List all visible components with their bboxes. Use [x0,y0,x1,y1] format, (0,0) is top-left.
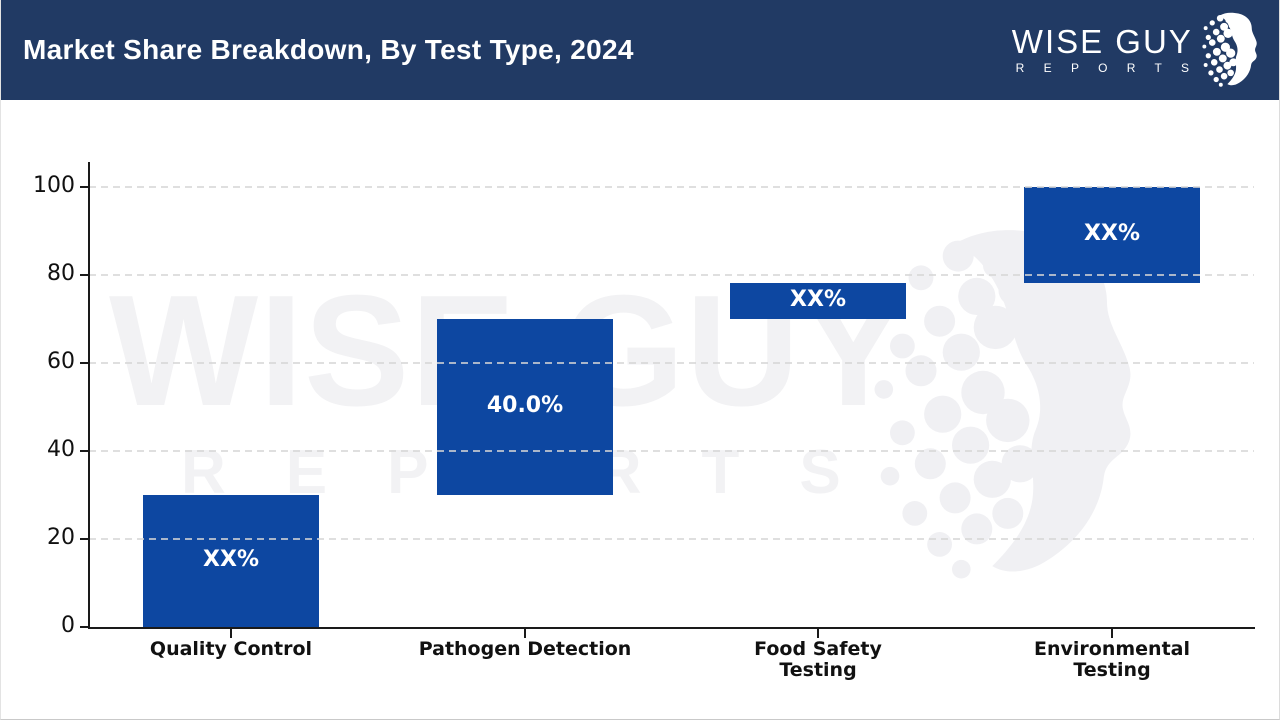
y-tick-label: 0 [61,613,75,638]
x-tick [230,629,232,638]
bar-value-label: XX% [203,546,259,572]
bar-value-label: XX% [790,287,846,313]
brand-tagline: R E P O R T S [1015,61,1197,75]
brand-name: WISE GUY [1011,23,1193,60]
y-tick-label: 60 [47,348,75,374]
x-tick-label: Environmental Testing [1034,638,1190,681]
header-bar: Market Share Breakdown, By Test Type, 20… [1,0,1279,100]
bar [1024,186,1200,284]
y-tick [80,185,89,188]
y-tick-label: 100 [33,172,75,198]
x-tick [524,629,526,638]
x-axis-line [88,627,1255,629]
brand-text: WISE GUY R E P O R T S [1008,23,1197,76]
y-tick-label: 20 [47,524,75,550]
bar [437,318,613,495]
dotted-head-icon [1202,12,1257,87]
y-tick-label: 80 [47,260,75,286]
y-tick [80,449,89,452]
y-tick [80,273,89,276]
y-tick-label: 40 [47,436,75,462]
x-tick-label: Quality Control [149,638,313,660]
bar-value-label: XX% [1084,220,1140,246]
x-tick [817,629,819,638]
y-tick [80,361,89,364]
x-tick-label: Food Safety Testing [754,638,882,681]
brand-logo: WISE GUY R E P O R T S [1008,11,1265,90]
y-tick [80,626,89,628]
y-axis-line [88,162,90,629]
page-title: Market Share Breakdown, By Test Type, 20… [23,34,634,65]
bar-value-label: 40.0% [486,392,564,418]
bar [143,494,319,627]
bar [730,283,906,319]
x-tick-label: Pathogen Detection [418,638,632,660]
y-tick [80,537,89,540]
x-tick [1111,629,1113,638]
